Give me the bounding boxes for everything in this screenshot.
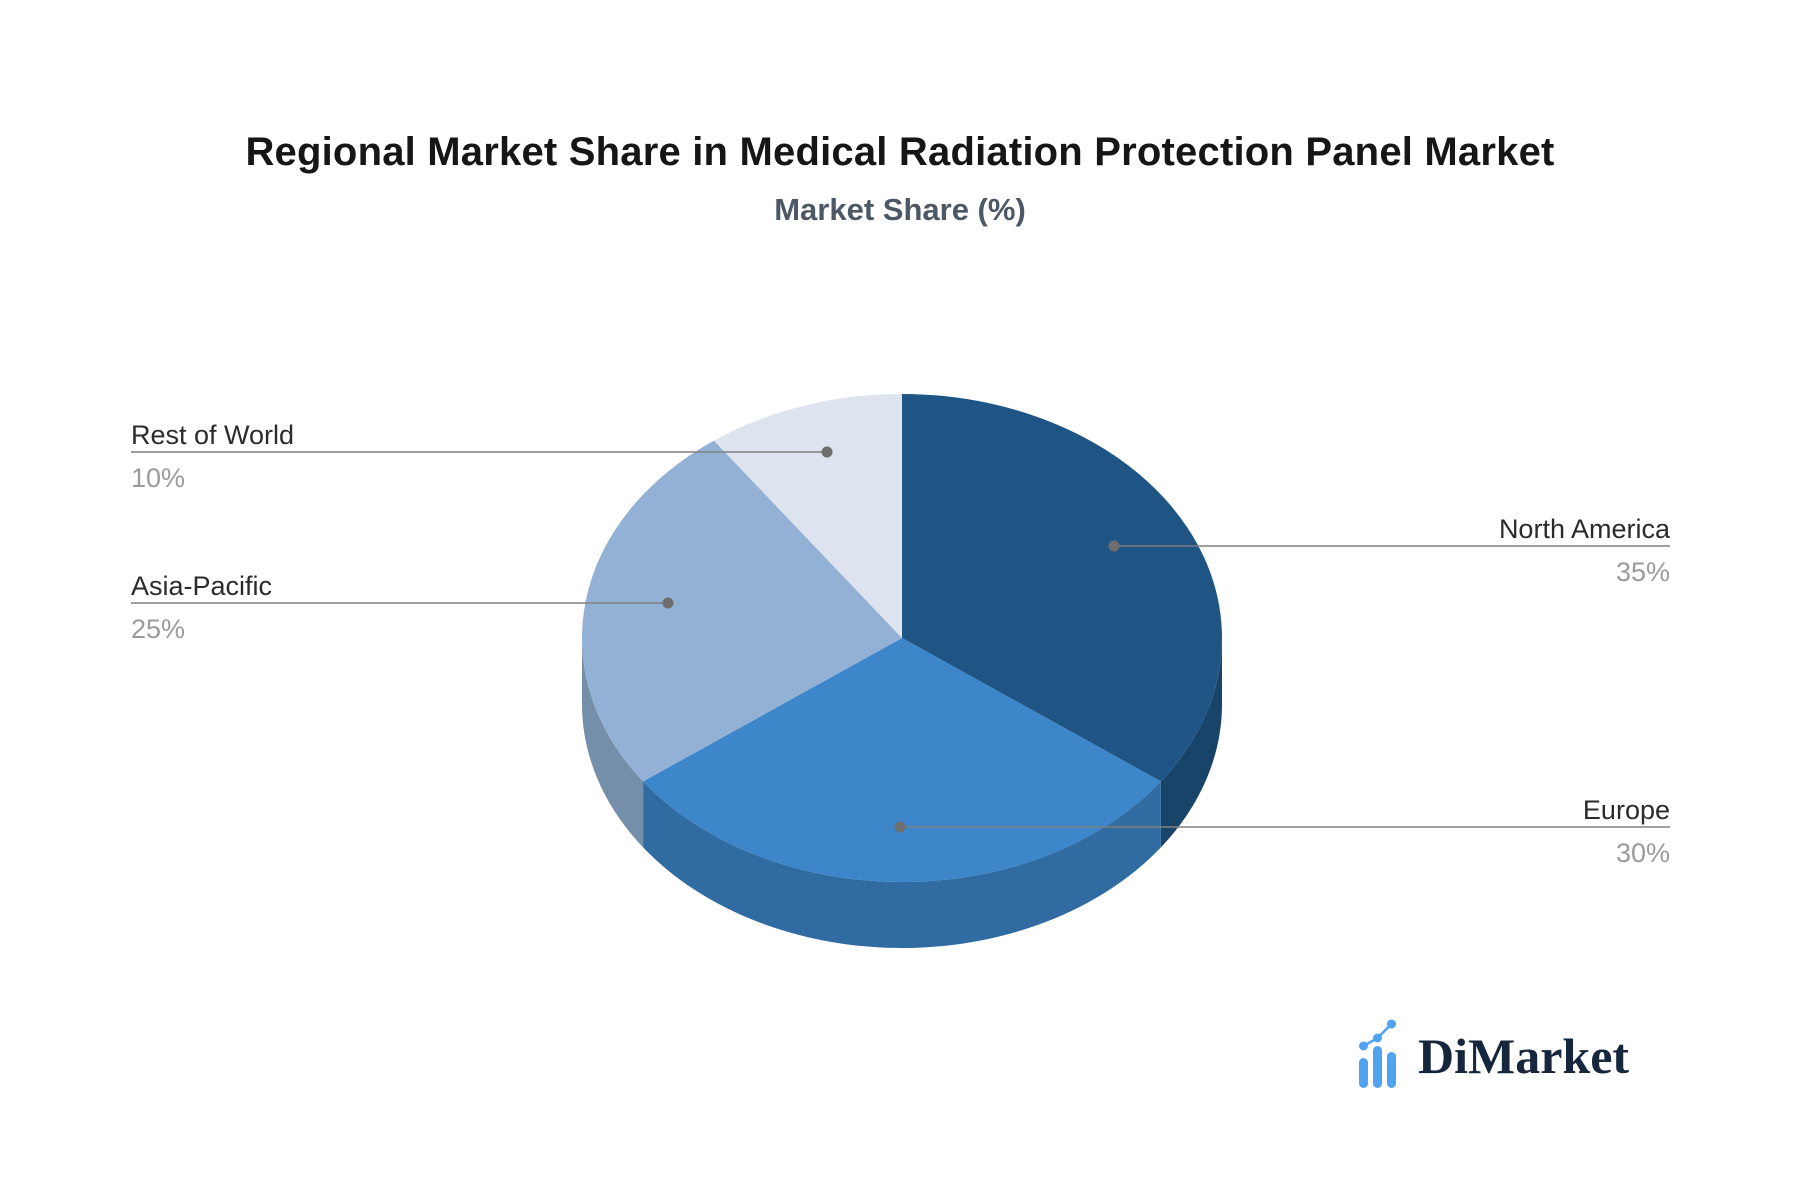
dimarket-logo: DiMarket [1352, 1014, 1629, 1098]
pie-slice-rest-of-world[interactable] [713, 394, 902, 638]
callout-value-europe: 30% [1615, 838, 1670, 868]
callout-label-rest-of-world: Rest of World [131, 420, 295, 450]
callout-value-rest-of-world: 10% [131, 463, 186, 493]
callout-dot-north-america [1108, 540, 1120, 552]
callout-value-north-america: 35% [1615, 557, 1670, 587]
chart-title: Regional Market Share in Medical Radiati… [245, 130, 1555, 174]
pie-slice-side-asia-pacific [582, 638, 644, 848]
callout-value-asia-pacific: 25% [131, 614, 186, 644]
chart-subtitle: Market Share (%) [774, 192, 1026, 227]
pie-slice-side-north-america [1160, 638, 1222, 848]
pie-slice-asia-pacific[interactable] [582, 440, 902, 782]
pie-slice-side-europe [643, 781, 1161, 948]
logo-text: DiMarket [1418, 1028, 1630, 1084]
callout-dot-europe [894, 821, 906, 833]
callout-label-north-america: North America [1498, 514, 1670, 544]
callout-label-asia-pacific: Asia-Pacific [131, 571, 273, 601]
pie-slice-north-america[interactable] [902, 394, 1223, 782]
pie-slice-europe[interactable] [643, 638, 1161, 883]
bar-chart-trend-icon [1359, 1019, 1396, 1088]
callout-label-europe: Europe [1582, 795, 1670, 825]
callout-dot-asia-pacific [662, 597, 674, 609]
callout-dot-rest-of-world [821, 446, 833, 458]
